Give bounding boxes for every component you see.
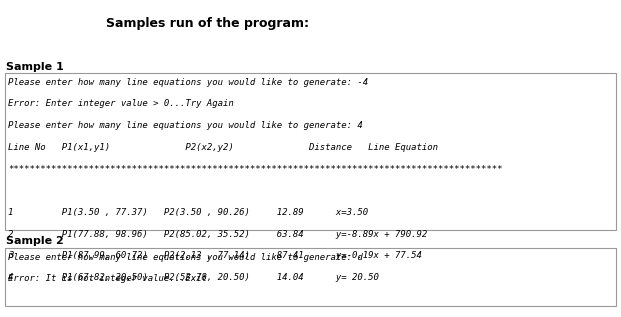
Text: 4         P1(67.82, 20.50)   P2(53.78, 20.50)     14.04      y= 20.50: 4 P1(67.82, 20.50) P2(53.78, 20.50) 14.0… [8, 273, 379, 282]
Text: Samples run of the program:: Samples run of the program: [106, 17, 309, 30]
Text: Line No   P1(x1,y1)              P2(x2,y2)              Distance   Line Equation: Line No P1(x1,y1) P2(x2,y2) Distance Lin… [8, 143, 438, 152]
Bar [5, 73, 616, 230]
Text: ********************************************************************************: ****************************************… [8, 165, 502, 173]
Text: Please enter how many line equations you would like to generate: 4: Please enter how many line equations you… [8, 121, 363, 130]
Text: Please enter how many line equations you would like to generate: -4: Please enter how many line equations you… [8, 78, 368, 87]
Text: Error: It is not integer value...Exit: Error: It is not integer value...Exit [8, 274, 207, 283]
Text: Error: Enter integer value > 0...Try Again: Error: Enter integer value > 0...Try Aga… [8, 100, 234, 108]
Text: 3         P1(87.99, 60.72)   P2(2.13 , 77.14)     87.41      y=-0.19x + 77.54: 3 P1(87.99, 60.72) P2(2.13 , 77.14) 87.4… [8, 251, 422, 260]
Text: Sample 2: Sample 2 [6, 236, 64, 246]
Text: 2         P1(77.88, 98.96)   P2(85.02, 35.52)     63.84      y=-8.89x + 790.92: 2 P1(77.88, 98.96) P2(85.02, 35.52) 63.8… [8, 230, 427, 239]
Text: Please enter how many line equations you would like to generate: d: Please enter how many line equations you… [8, 253, 363, 262]
Text: 1         P1(3.50 , 77.37)   P2(3.50 , 90.26)     12.89      x=3.50: 1 P1(3.50 , 77.37) P2(3.50 , 90.26) 12.8… [8, 208, 368, 217]
Text: Sample 1: Sample 1 [6, 62, 64, 72]
Bar [5, 248, 616, 306]
